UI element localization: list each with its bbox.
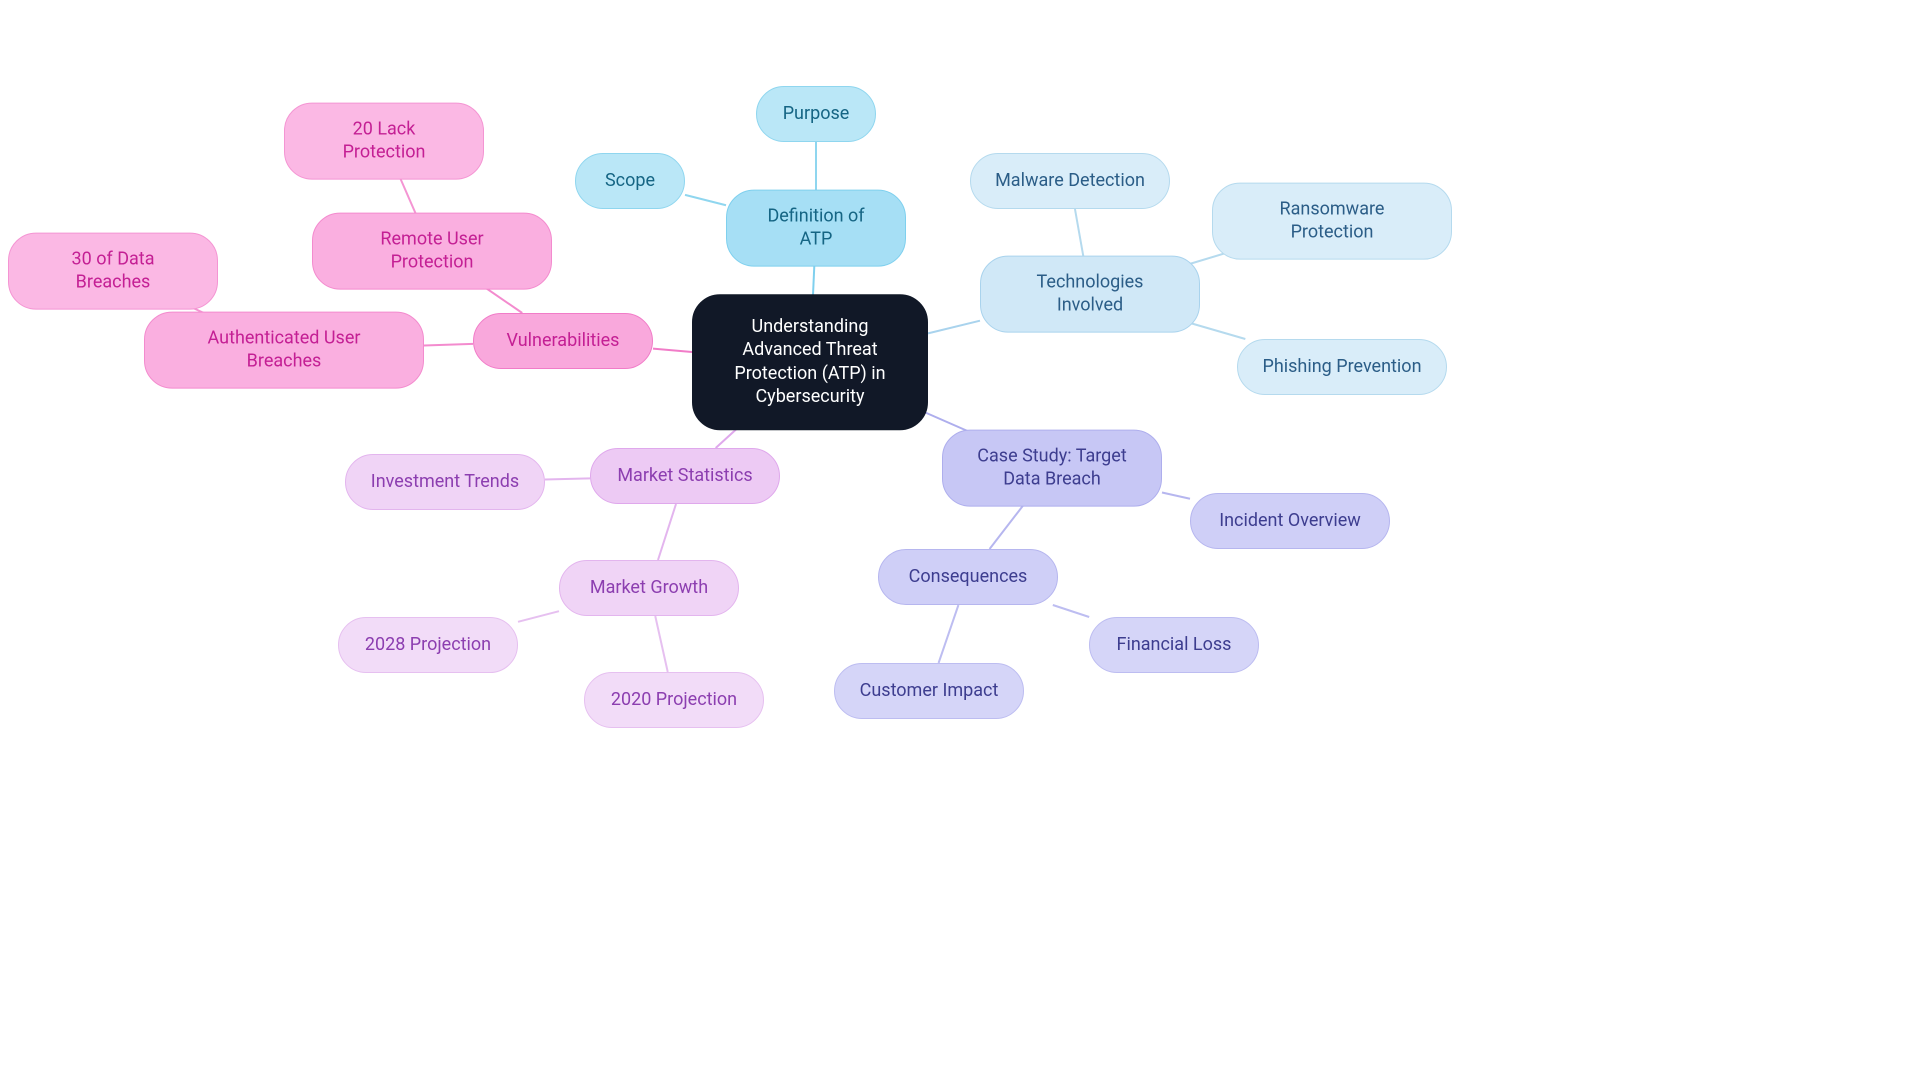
node-phish[interactable]: Phishing Prevention	[1237, 339, 1447, 395]
mindmap-canvas: Understanding Advanced Threat Protection…	[0, 0, 1920, 1083]
node-label: Market Statistics	[617, 464, 752, 487]
node-label: Customer Impact	[860, 679, 999, 702]
node-label: Malware Detection	[995, 169, 1145, 192]
node-root[interactable]: Understanding Advanced Threat Protection…	[692, 294, 928, 430]
node-breach30[interactable]: 30 of Data Breaches	[8, 233, 218, 310]
node-label: Case Study: Target Data Breach	[967, 445, 1137, 492]
node-label: 2028 Projection	[365, 633, 491, 656]
node-custimp[interactable]: Customer Impact	[834, 663, 1024, 719]
node-remote[interactable]: Remote User Protection	[312, 213, 552, 290]
node-conseq[interactable]: Consequences	[878, 549, 1058, 605]
node-vuln[interactable]: Vulnerabilities	[473, 313, 653, 369]
node-label: Incident Overview	[1219, 509, 1361, 532]
edge	[655, 616, 668, 672]
node-label: Authenticated User Breaches	[169, 327, 399, 374]
edge	[685, 195, 726, 205]
node-purpose[interactable]: Purpose	[756, 86, 876, 142]
node-label: 30 of Data Breaches	[33, 248, 193, 295]
node-label: Definition of ATP	[751, 205, 881, 252]
node-market[interactable]: Market Statistics	[590, 448, 780, 504]
node-label: Remote User Protection	[337, 228, 527, 275]
edge	[545, 478, 590, 479]
node-label: Technologies Involved	[1005, 271, 1175, 318]
node-lack20[interactable]: 20 Lack Protection	[284, 103, 484, 180]
node-ransom[interactable]: Ransomware Protection	[1212, 183, 1452, 260]
node-label: Financial Loss	[1117, 633, 1232, 656]
edge	[990, 503, 1025, 549]
node-label: Ransomware Protection	[1237, 198, 1427, 245]
edge	[939, 605, 959, 663]
node-malware[interactable]: Malware Detection	[970, 153, 1170, 209]
node-scope[interactable]: Scope	[575, 153, 685, 209]
edge	[1162, 492, 1190, 498]
node-label: Purpose	[783, 102, 850, 125]
edge	[518, 611, 559, 622]
node-def[interactable]: Definition of ATP	[726, 190, 906, 267]
node-label: Scope	[605, 169, 655, 192]
node-finloss[interactable]: Financial Loss	[1089, 617, 1259, 673]
node-label: Phishing Prevention	[1262, 355, 1421, 378]
edge	[928, 321, 980, 334]
node-auth[interactable]: Authenticated User Breaches	[144, 312, 424, 389]
node-label: 20 Lack Protection	[309, 118, 459, 165]
node-incident[interactable]: Incident Overview	[1190, 493, 1390, 549]
node-proj2028[interactable]: 2028 Projection	[338, 617, 518, 673]
edge	[1053, 605, 1089, 617]
edge	[1187, 322, 1246, 339]
node-growth[interactable]: Market Growth	[559, 560, 739, 616]
edge	[424, 344, 473, 346]
node-proj2020[interactable]: 2020 Projection	[584, 672, 764, 728]
node-label: Vulnerabilities	[507, 329, 620, 352]
node-tech[interactable]: Technologies Involved	[980, 256, 1200, 333]
edge	[653, 349, 692, 352]
node-label: Consequences	[909, 565, 1028, 588]
node-label: Market Growth	[590, 576, 708, 599]
edge	[658, 504, 676, 560]
node-label: Understanding Advanced Threat Protection…	[721, 315, 899, 409]
node-case[interactable]: Case Study: Target Data Breach	[942, 430, 1162, 507]
node-label: 2020 Projection	[611, 688, 737, 711]
node-invest[interactable]: Investment Trends	[345, 454, 545, 510]
node-label: Investment Trends	[371, 470, 519, 493]
